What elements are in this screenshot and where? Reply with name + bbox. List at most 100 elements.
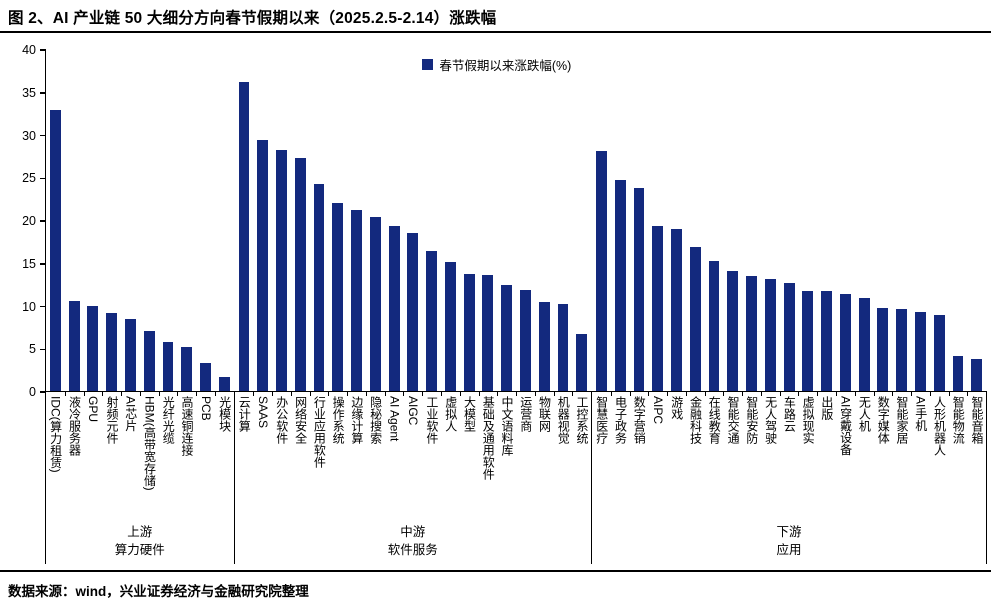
bar	[501, 285, 513, 391]
bar-slot	[385, 50, 404, 391]
category-slot: 操作系统	[328, 392, 348, 520]
bar	[313, 183, 325, 391]
bar	[332, 202, 344, 391]
bar-slot	[667, 50, 686, 391]
category-label: AIPC	[651, 396, 665, 425]
category-label: 智能家居	[894, 396, 909, 444]
bar-slot	[516, 50, 535, 391]
bar-slot	[855, 50, 874, 391]
category-label: 无人机	[857, 396, 872, 432]
category-slot: 智能家居	[892, 392, 912, 520]
category-slot: 智慧医疗	[592, 392, 612, 520]
bar	[276, 149, 287, 391]
bar	[238, 82, 250, 391]
bar-slot	[798, 50, 817, 391]
y-tick-mark	[39, 348, 46, 350]
bar	[49, 109, 61, 391]
category-slot: 车路云	[780, 392, 800, 520]
category-label: 操作系统	[331, 396, 346, 444]
category-slot: HBM(高带宽存储)	[140, 392, 160, 520]
category-slot: 中文语料库	[497, 392, 517, 520]
bar	[727, 270, 739, 391]
y-tick-mark	[39, 49, 46, 51]
bar-slot	[159, 50, 178, 391]
category-label: 车路云	[782, 396, 797, 432]
category-slot: 出版	[817, 392, 837, 520]
category-slot: 智能交通	[723, 392, 743, 520]
bar-slot	[196, 50, 215, 391]
category-label: 智能物流	[951, 396, 966, 444]
bar	[576, 333, 588, 391]
page-title: 图 2、AI 产业链 50 大细分方向春节假期以来（2025.2.5-2.14）…	[8, 10, 497, 27]
category-slot: 网络安全	[291, 392, 311, 520]
plot-area: 春节假期以来涨跌幅(%)	[45, 50, 987, 392]
bar	[595, 150, 607, 391]
y-tick-label: 20	[22, 214, 36, 228]
category-slot: 机器视觉	[554, 392, 574, 520]
group-label: 上游 算力硬件	[114, 525, 165, 558]
bar-slot	[572, 50, 591, 391]
category-label-row: IDC(算力租赁) 液冷服务器 GPU 射频元件 AI芯片 HBM(高带宽存储) 光纤光缆高…	[46, 392, 235, 520]
bar-slot	[235, 50, 254, 391]
bar	[143, 331, 155, 391]
category-slot: 工控系统	[572, 392, 592, 520]
bar	[557, 304, 569, 391]
category-label: 办公软件	[274, 396, 289, 444]
y-tick-mark	[39, 177, 46, 179]
category-label: 光模块	[217, 396, 232, 432]
bar	[802, 291, 814, 391]
category-slot: 智能音箱	[967, 392, 987, 520]
bar-slot	[723, 50, 742, 391]
category-slot: 在线教育	[705, 392, 725, 520]
group-label: 中游 软件服务	[387, 525, 438, 558]
category-label: 基础及通用软件	[481, 396, 496, 480]
category-label: 运营商	[518, 396, 533, 432]
bar-slot	[140, 50, 159, 391]
bar-slot	[84, 50, 103, 391]
bar-group	[46, 50, 235, 391]
category-slot: 行业应用软件	[310, 392, 330, 520]
bar	[482, 275, 494, 391]
bar-slot	[403, 50, 422, 391]
bar-slot	[892, 50, 911, 391]
y-tick-label: 40	[22, 43, 36, 57]
bar-slot	[967, 50, 986, 391]
category-label: AI芯片	[123, 396, 138, 432]
bar-slot	[611, 50, 630, 391]
y-tick-label: 5	[29, 342, 36, 357]
bar	[896, 309, 908, 391]
category-label: 高速铜连接	[180, 396, 195, 456]
category-slot: 边缘计算	[347, 392, 367, 520]
category-label-row: 云计算 SAAS 办公软件 网络安全 行业应用软件 操作系统 边缘计算 隐秘搜索 AI Agen…	[235, 392, 592, 520]
bar	[914, 311, 926, 391]
bar	[369, 217, 381, 391]
bar-slot	[648, 50, 667, 391]
bar-slot	[291, 50, 310, 391]
bar-slot	[272, 50, 291, 391]
category-label: 智能交通	[726, 396, 741, 444]
category-slot: 无人驾驶	[761, 392, 781, 520]
category-label: 数字媒体	[876, 396, 891, 444]
bar	[783, 282, 795, 391]
category-label: 工业软件	[424, 396, 439, 444]
bar-slot	[497, 50, 516, 391]
legend: 春节假期以来涨跌幅(%)	[422, 55, 571, 74]
category-slot: AI手机	[911, 392, 931, 520]
bar	[218, 376, 230, 391]
bar-slot	[102, 50, 121, 391]
category-slot: 智能安防	[742, 392, 762, 520]
bar	[877, 308, 889, 391]
bar-slot	[705, 50, 724, 391]
category-label: 虚拟现实	[801, 396, 816, 444]
y-tick-label: 10	[22, 299, 36, 314]
category-slot: 液冷服务器	[65, 392, 85, 520]
bar	[764, 279, 776, 391]
bar	[407, 233, 419, 391]
category-label: HBM(高带宽存储)	[142, 396, 157, 491]
bar	[952, 356, 964, 391]
bar	[388, 226, 400, 391]
y-tick-label: 25	[22, 171, 36, 186]
bar-slot	[479, 50, 498, 391]
bar-slot	[686, 50, 705, 391]
